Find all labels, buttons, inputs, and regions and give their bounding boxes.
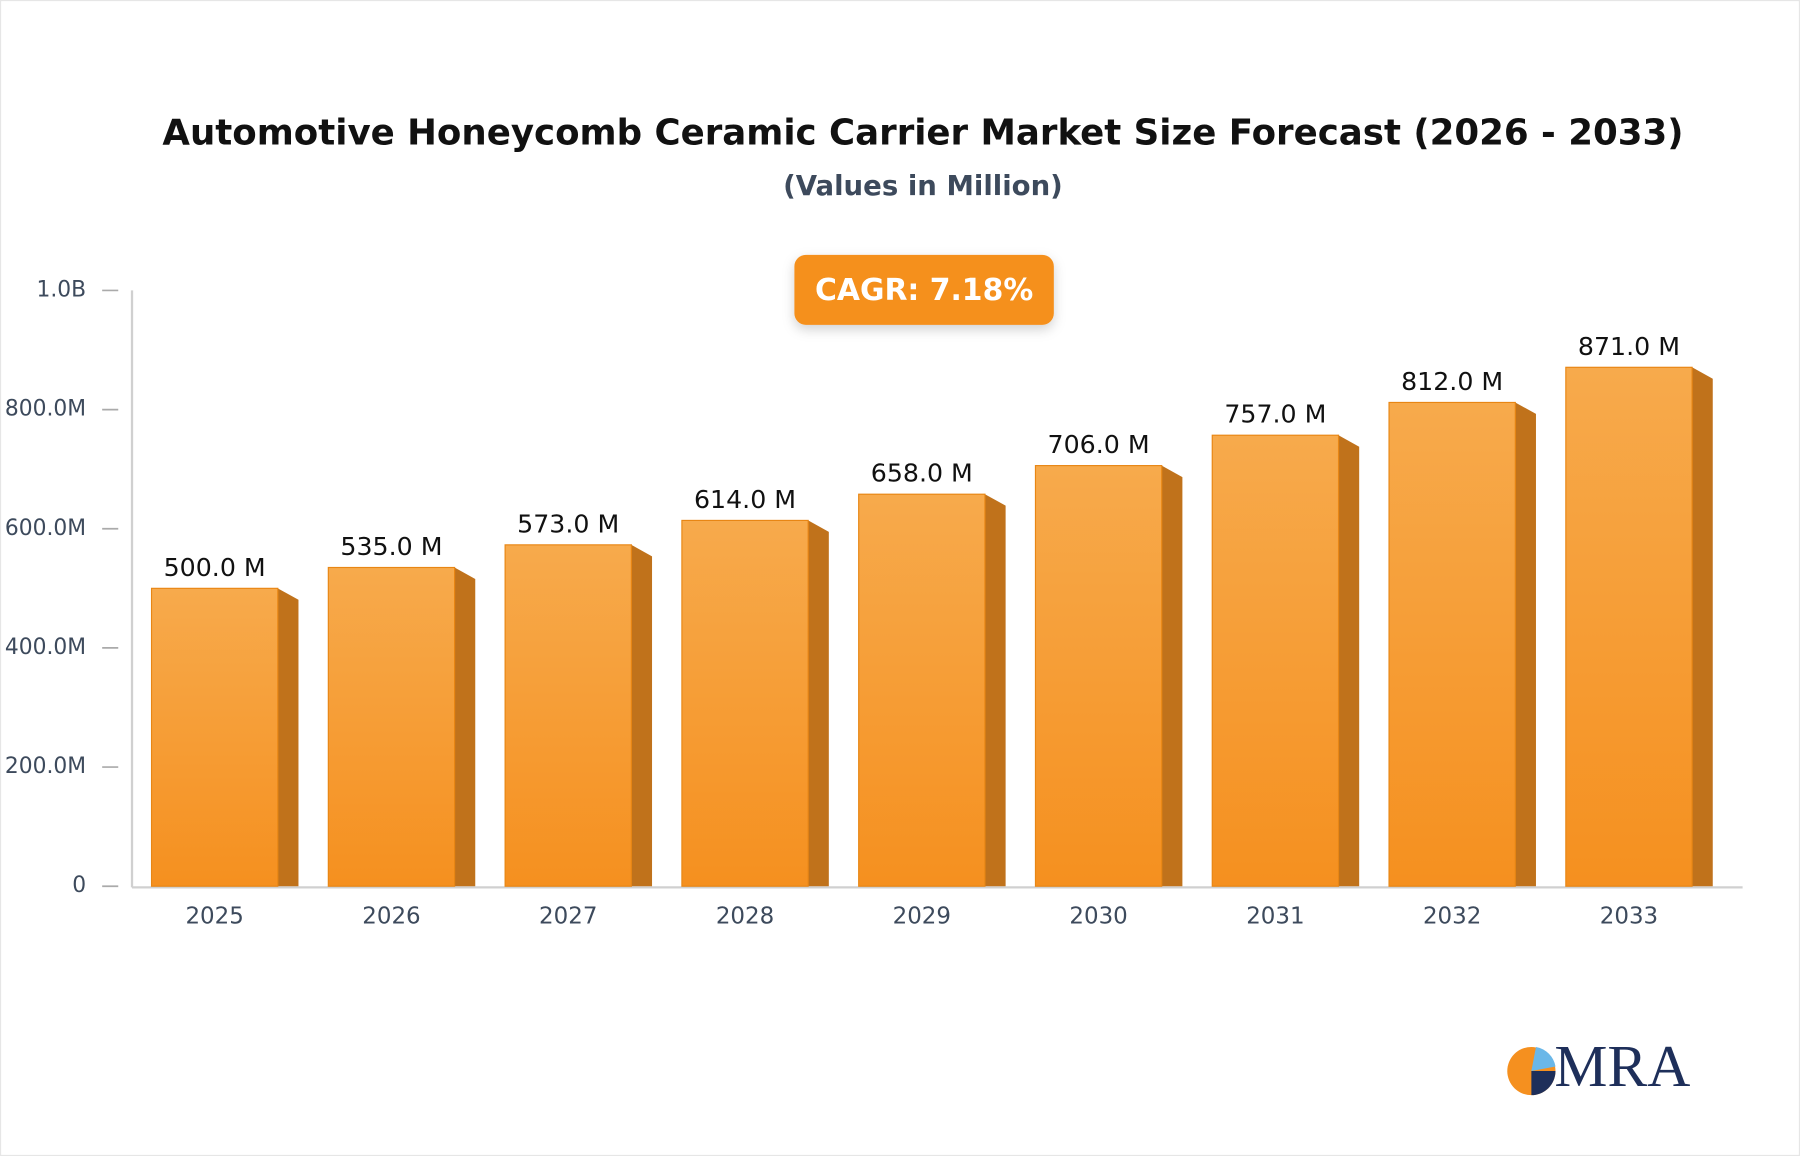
y-tick-label: 200.0M — [5, 754, 86, 779]
bar-side — [1692, 367, 1713, 887]
y-tick-label: 800.0M — [5, 397, 86, 422]
cagr-label: CAGR: 7.18% — [815, 273, 1033, 308]
bar — [504, 544, 632, 887]
bar — [858, 493, 986, 887]
y-tick-label: 400.0M — [5, 635, 86, 660]
x-tick-label: 2032 — [1423, 904, 1481, 930]
x-tick-label: 2028 — [716, 904, 774, 930]
x-tick-label: 2029 — [893, 904, 951, 930]
y-tick-label: 1.0B — [36, 277, 86, 302]
bar — [150, 587, 279, 887]
value-label: 535.0 M — [340, 532, 442, 561]
bar-side — [1515, 402, 1536, 887]
cagr-badge — [794, 254, 1054, 325]
value-label: 500.0 M — [164, 553, 266, 582]
value-label: 757.0 M — [1224, 400, 1326, 429]
value-label: 871.0 M — [1578, 332, 1680, 361]
logo: MRA — [1507, 1033, 1690, 1099]
logo-slice — [1531, 1046, 1556, 1072]
x-tick-label: 2031 — [1246, 904, 1304, 930]
bar-side — [984, 494, 1006, 887]
value-label: 706.0 M — [1048, 430, 1150, 459]
bar — [681, 519, 809, 887]
value-label: 573.0 M — [517, 509, 619, 538]
value-label: 614.0 M — [694, 485, 796, 514]
bar — [1211, 434, 1340, 887]
logo-text: MRA — [1554, 1033, 1690, 1099]
y-tick-label: 0 — [72, 873, 86, 898]
bar-side — [1338, 435, 1360, 887]
bar-side — [1161, 465, 1183, 887]
chart-title: Automotive Honeycomb Ceramic Carrier Mar… — [162, 112, 1683, 153]
bar-side — [631, 544, 653, 887]
x-tick-label: 2027 — [539, 904, 597, 930]
bar-side — [277, 588, 299, 887]
bar — [1034, 465, 1163, 887]
value-label: 812.0 M — [1401, 367, 1503, 396]
x-tick-label: 2025 — [185, 904, 243, 930]
value-label: 658.0 M — [871, 459, 973, 488]
y-tick-label: 600.0M — [5, 516, 86, 541]
chart-subtitle: (Values in Million) — [783, 170, 1063, 202]
bar — [327, 566, 456, 887]
x-tick-label: 2026 — [362, 904, 420, 930]
bar — [1388, 401, 1516, 887]
bar — [1565, 366, 1693, 887]
x-tick-label: 2033 — [1600, 904, 1658, 930]
x-tick-label: 2030 — [1069, 904, 1127, 930]
bar-side — [808, 520, 829, 887]
bar-side — [454, 567, 476, 887]
logo-slice — [1531, 1071, 1556, 1096]
